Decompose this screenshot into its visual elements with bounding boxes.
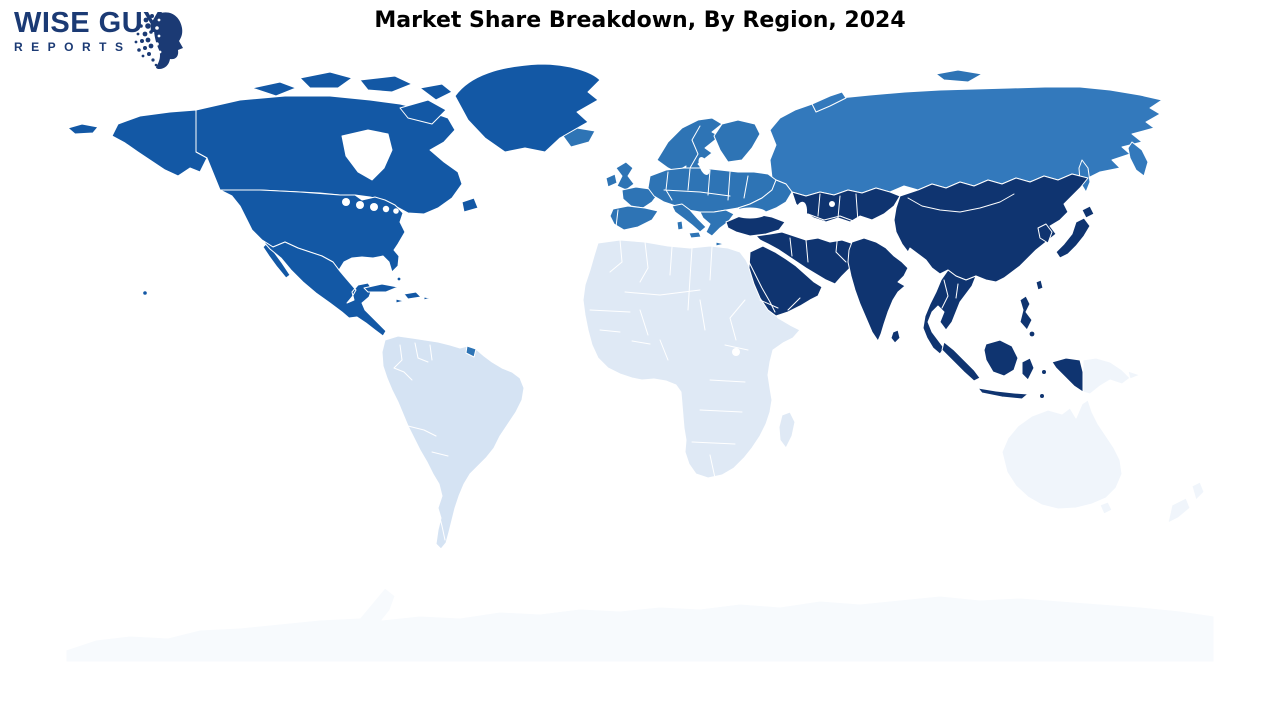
taiwan: [1035, 279, 1044, 291]
ireland: [605, 173, 618, 188]
central-asia: [791, 187, 901, 223]
korea: [1037, 223, 1053, 244]
philippines: [1019, 295, 1033, 331]
france: [621, 186, 659, 209]
arabian-peninsula: [748, 245, 823, 317]
south-america-mainland: [381, 335, 525, 550]
baja-california: [262, 243, 291, 279]
aral-sea: [829, 201, 835, 207]
japan: [1055, 205, 1095, 259]
australia: [1001, 399, 1123, 510]
lesser-sunda-islands: [1040, 394, 1044, 398]
region-russia: [769, 86, 1163, 197]
norway-sweden: [656, 117, 723, 181]
sulawesi: [1021, 357, 1035, 381]
africa-country-borders: [589, 239, 749, 479]
alaska: [111, 109, 208, 177]
borneo: [983, 339, 1019, 377]
chart-title: Market Share Breakdown, By Region, 2024: [374, 8, 906, 33]
italy: [671, 203, 707, 239]
india: [847, 237, 909, 342]
tasmania: [1099, 501, 1113, 515]
moluccas: [1042, 370, 1046, 374]
asia-country-borders: [759, 193, 1015, 311]
china-mongolia: [893, 173, 1089, 283]
region-antarctica: [65, 587, 1215, 663]
great-lake-huron: [370, 203, 378, 211]
logo-subtitle: REPORTS: [14, 40, 132, 54]
red-sea: [746, 257, 776, 313]
canadian-arctic-islands: [251, 71, 453, 125]
balkans-greece: [699, 209, 735, 247]
sri-lanka: [890, 329, 901, 344]
west-papua: [1051, 357, 1084, 393]
hawaii: [143, 291, 147, 295]
caspian-sea: [792, 201, 808, 231]
wise-guy-reports-logo: WISE GUY REPORTS: [14, 8, 234, 72]
new-zealand: [1167, 481, 1205, 524]
region-europe: [465, 69, 983, 358]
indochina-malay-peninsula: [922, 269, 977, 355]
great-lake-erie: [382, 205, 390, 213]
greenland: [454, 63, 601, 153]
java: [977, 387, 1029, 400]
black-sea: [733, 207, 767, 219]
caribbean-islands: [363, 283, 431, 304]
great-lake-ontario: [393, 208, 399, 214]
novaya-zemlya: [811, 91, 847, 113]
sumatra: [941, 341, 981, 382]
french-guiana: [465, 345, 477, 358]
persian-gulf: [796, 265, 814, 281]
dotted-head-profile-icon: [134, 12, 183, 70]
mindanao: [1029, 331, 1035, 337]
madagascar: [778, 411, 796, 449]
south-america-country-borders: [393, 342, 449, 541]
europe-country-borders: [615, 125, 749, 228]
united-kingdom: [615, 161, 635, 191]
aleutian-islands: [67, 123, 99, 135]
great-lake-michigan: [356, 201, 364, 209]
baltic-sea: [698, 157, 710, 175]
kamchatka: [1127, 141, 1149, 177]
svalbard: [935, 69, 983, 83]
lake-victoria: [732, 348, 740, 356]
great-lake-superior: [342, 198, 350, 206]
newfoundland: [461, 197, 479, 213]
bahamas: [397, 277, 401, 281]
region-asia-middle-east: [725, 173, 1095, 400]
iberia: [609, 205, 659, 231]
antarctica: [65, 587, 1215, 663]
mexico-central-america: [261, 239, 387, 337]
finland: [713, 119, 761, 163]
papua-new-guinea: [1082, 357, 1141, 395]
region-south-america: [381, 335, 525, 550]
water-bodies: [342, 157, 835, 356]
region-north-america: [67, 63, 601, 337]
region-oceania: [1001, 357, 1205, 524]
